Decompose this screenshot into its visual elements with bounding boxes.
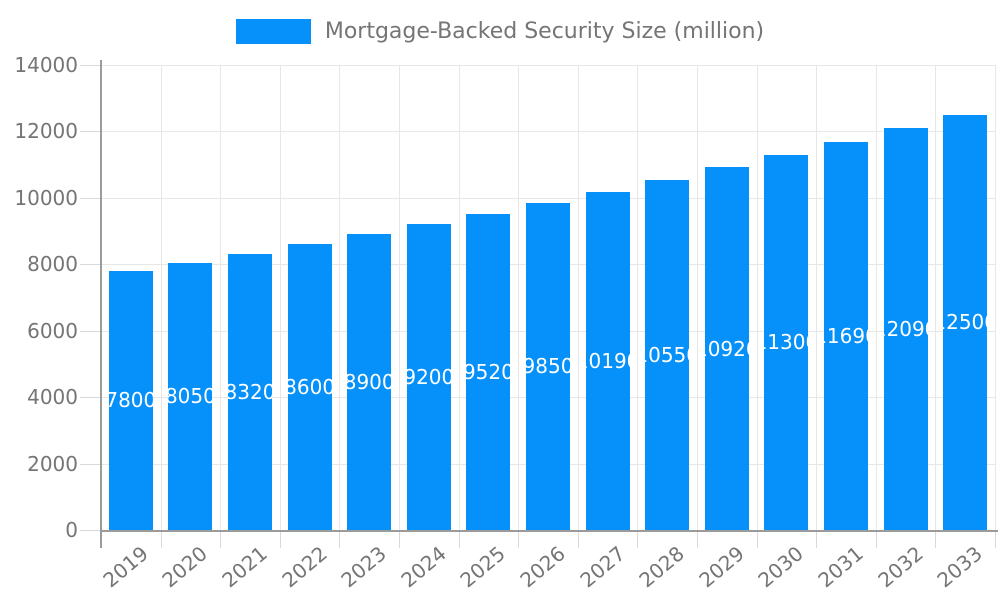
x-tick-mark — [995, 531, 996, 548]
bar-2024[interactable]: 9200 — [406, 224, 451, 530]
bar-2031[interactable]: 11690 — [824, 141, 868, 530]
y-tick-mark — [80, 530, 101, 531]
x-gridline — [637, 65, 639, 530]
y-tick-label: 0 — [65, 518, 78, 542]
bar-value-label: 12090 — [884, 317, 928, 342]
bar-value-label: 10550 — [645, 342, 689, 367]
bar-value-label: 11690 — [824, 323, 868, 348]
bar-value-label: 7800 — [108, 388, 153, 413]
x-tick-mark — [875, 531, 877, 548]
bar-2032[interactable]: 12090 — [883, 128, 928, 530]
x-gridline — [995, 65, 996, 530]
x-tick-mark — [220, 531, 222, 548]
x-gridline — [399, 65, 400, 530]
bar-value-label: 10920 — [705, 336, 749, 361]
y-tick-label: 4000 — [27, 385, 78, 410]
y-tick-label: 14000 — [14, 53, 78, 77]
y-tick-label: 6000 — [27, 318, 78, 343]
y-gridline — [101, 65, 995, 66]
bar-value-label: 9850 — [526, 354, 570, 379]
y-tick-mark — [80, 330, 101, 332]
x-tick-mark — [756, 531, 758, 548]
bar-value-label: 8050 — [168, 384, 213, 409]
bar-2028[interactable]: 10550 — [645, 179, 690, 530]
x-tick-mark — [637, 531, 639, 548]
x-tick-mark — [279, 531, 281, 548]
y-gridline — [101, 197, 995, 199]
x-gridline — [458, 65, 460, 530]
y-tick-label: 8000 — [27, 252, 78, 277]
x-tick-mark — [518, 531, 520, 548]
bar-2030[interactable]: 11300 — [764, 154, 809, 530]
bar-value-label: 8600 — [287, 375, 332, 400]
bar-2022[interactable]: 8600 — [287, 244, 332, 530]
y-tick-mark — [80, 131, 101, 133]
y-gridline — [101, 131, 995, 133]
y-tick-mark — [80, 463, 101, 465]
bar-2020[interactable]: 8050 — [168, 262, 213, 530]
bar-value-label: 8320 — [228, 379, 272, 404]
chart-legend[interactable]: Mortgage-Backed Security Size (million) — [0, 19, 1000, 44]
bar-value-label: 11300 — [764, 330, 808, 355]
x-gridline — [935, 65, 937, 530]
bar-value-label: 9200 — [406, 365, 451, 390]
x-tick-mark — [160, 531, 162, 548]
x-gridline — [518, 65, 520, 530]
x-tick-mark — [577, 531, 579, 548]
x-gridline — [279, 65, 281, 530]
bar-2025[interactable]: 9520 — [466, 213, 511, 530]
y-tick-mark — [80, 197, 101, 199]
y-tick-mark — [80, 397, 101, 399]
y-tick-label: 12000 — [14, 119, 78, 144]
bar-value-label: 10190 — [586, 348, 630, 373]
x-gridline — [875, 65, 877, 530]
bar-value-label: 9520 — [466, 359, 511, 384]
legend-label: Mortgage-Backed Security Size (million) — [324, 19, 765, 44]
x-gridline — [816, 65, 818, 530]
x-gridline — [220, 65, 222, 530]
bar-2033[interactable]: 12500 — [943, 114, 988, 530]
x-tick-mark — [697, 531, 698, 548]
x-gridline — [577, 65, 579, 530]
x-tick-mark — [816, 531, 818, 548]
bar-2027[interactable]: 10190 — [585, 191, 630, 530]
y-tick-mark — [80, 65, 101, 66]
bar-2019[interactable]: 7800 — [108, 270, 153, 530]
y-tick-label: 10000 — [14, 185, 78, 210]
x-tick-mark — [458, 531, 460, 548]
bar-value-label: 8900 — [347, 370, 392, 395]
x-gridline — [697, 65, 698, 530]
bar-2021[interactable]: 8320 — [228, 253, 272, 530]
x-tick-mark — [935, 531, 937, 548]
bar-2026[interactable]: 9850 — [526, 202, 570, 530]
bar-value-label: 12500 — [943, 310, 987, 335]
y-axis-line — [100, 60, 102, 548]
x-gridline — [756, 65, 758, 530]
x-gridline — [160, 65, 162, 530]
x-gridline — [339, 65, 341, 530]
x-tick-mark — [399, 531, 400, 548]
y-tick-label: 2000 — [27, 451, 78, 476]
y-tick-mark — [80, 264, 101, 266]
bar-2029[interactable]: 10920 — [704, 167, 749, 530]
legend-swatch — [235, 19, 311, 44]
x-tick-mark — [339, 531, 341, 548]
x-axis-line — [100, 530, 998, 532]
bar-2023[interactable]: 8900 — [347, 234, 392, 530]
